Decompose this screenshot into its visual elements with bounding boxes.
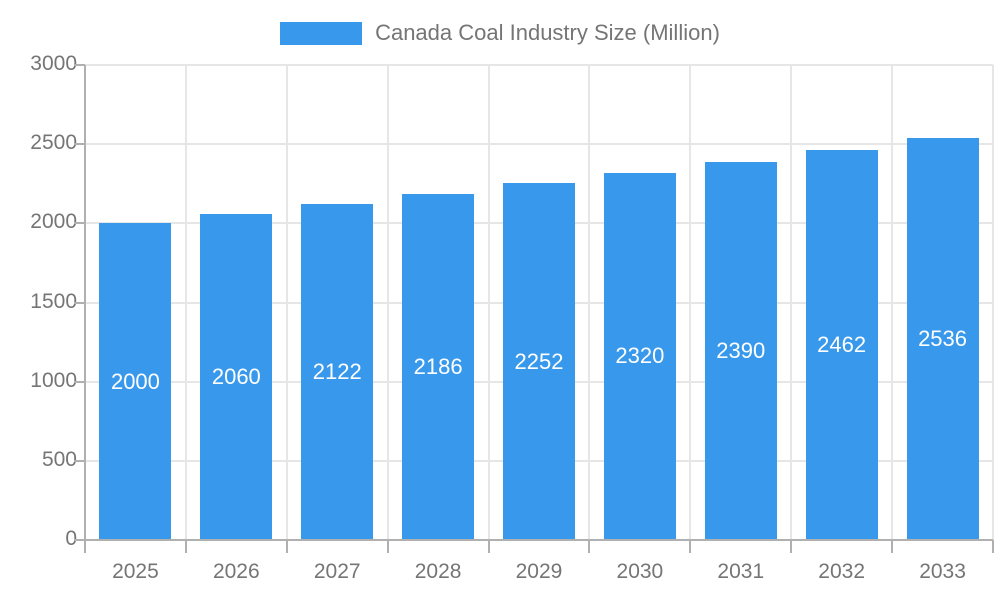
y-tick <box>74 222 85 225</box>
x-tick-label: 2032 <box>818 560 866 583</box>
gridline-vertical <box>689 65 692 540</box>
bar-2028[interactable]: 2186 <box>402 193 475 540</box>
gridline-vertical <box>891 65 894 540</box>
bar-2025[interactable]: 2000 <box>99 223 172 540</box>
y-tick <box>74 64 85 66</box>
x-tick-label: 2030 <box>616 560 664 583</box>
legend-label[interactable]: Canada Coal Industry Size (Million) <box>375 20 720 45</box>
bar-value-label: 2000 <box>110 368 160 394</box>
x-tick <box>487 540 490 553</box>
gridline-vertical <box>588 65 591 540</box>
bar-value-label: 2186 <box>413 353 463 379</box>
y-tick-label: 2000 <box>30 210 77 234</box>
y-tick-label: 500 <box>41 447 77 471</box>
x-tick <box>184 540 187 553</box>
y-tick-label: 2500 <box>30 131 77 155</box>
gridline-horizontal <box>85 143 993 146</box>
bar-value-label: 2390 <box>716 337 766 363</box>
x-axis-line <box>85 539 993 541</box>
y-tick <box>74 380 85 383</box>
bar-2029[interactable]: 2252 <box>503 183 575 540</box>
y-tick-label: 3000 <box>30 52 77 75</box>
y-tick <box>74 539 85 541</box>
y-tick <box>74 301 85 304</box>
y-tick-label: 1500 <box>30 289 77 313</box>
x-tick-label: 2029 <box>515 560 563 583</box>
y-axis-line <box>84 65 86 552</box>
y-tick-label: 0 <box>65 527 77 550</box>
x-tick <box>689 540 692 553</box>
x-tick-label: 2025 <box>112 560 159 583</box>
bar-value-label: 2060 <box>211 363 261 389</box>
x-tick-label: 2026 <box>212 560 260 583</box>
legend-swatch[interactable] <box>280 21 363 45</box>
gridline-vertical <box>285 65 288 540</box>
x-tick <box>588 540 591 553</box>
bar-2026[interactable]: 2060 <box>200 213 273 540</box>
gridline-vertical <box>487 65 490 540</box>
x-tick <box>285 540 288 553</box>
bar-2032[interactable]: 2462 <box>805 150 878 540</box>
gridline-vertical <box>386 65 389 540</box>
gridline-vertical <box>184 65 187 540</box>
bar-2030[interactable]: 2320 <box>603 172 676 540</box>
bar-value-label: 2462 <box>817 332 867 358</box>
y-tick <box>74 143 85 146</box>
gridline-vertical <box>992 65 994 540</box>
x-tick <box>790 540 793 553</box>
gridline-vertical <box>790 65 793 540</box>
x-tick <box>386 540 389 553</box>
y-tick-label: 1000 <box>30 368 77 392</box>
bar-value-label: 2252 <box>514 348 564 374</box>
bar-2033[interactable]: 2536 <box>906 138 979 540</box>
bar-value-label: 2122 <box>312 359 362 385</box>
gridline-horizontal <box>85 64 993 66</box>
plot-area: 2000 2060 2122 2186 2252 2320 2390 2462 2536 <box>74 64 994 553</box>
x-tick-label: 2028 <box>414 560 462 583</box>
x-tick <box>992 540 994 553</box>
bar-value-label: 2320 <box>615 343 665 369</box>
legend[interactable]: Canada Coal Industry Size (Million) <box>0 20 1000 46</box>
x-tick-label: 2031 <box>717 560 765 583</box>
bar-2027[interactable]: 2122 <box>301 204 374 540</box>
x-tick <box>84 540 86 553</box>
bar-value-label: 2536 <box>918 326 968 352</box>
y-tick <box>74 459 85 462</box>
bar-2031[interactable]: 2390 <box>704 161 777 540</box>
x-tick-label: 2033 <box>919 560 966 583</box>
x-tick-label: 2027 <box>313 560 361 583</box>
x-tick <box>891 540 894 553</box>
